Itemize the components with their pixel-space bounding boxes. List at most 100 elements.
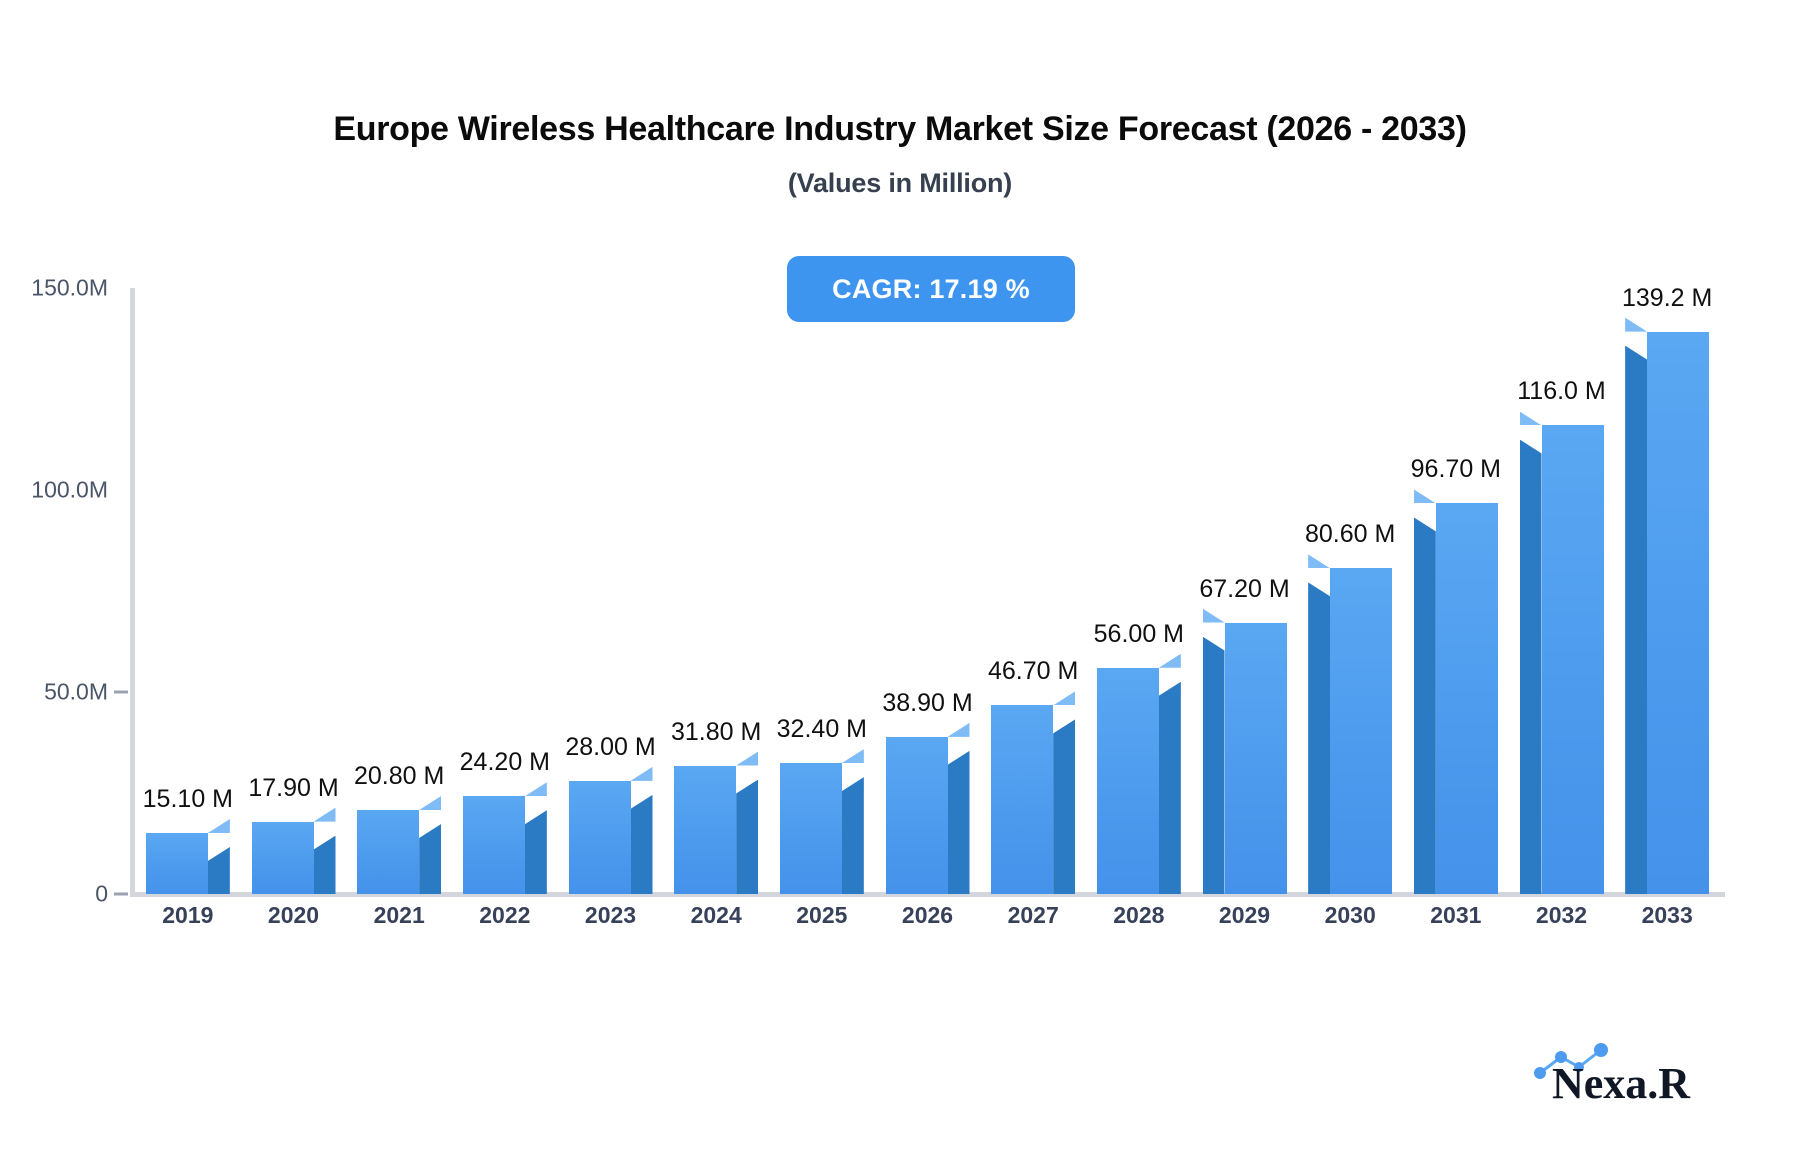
bar-side-face <box>1625 345 1648 894</box>
bar <box>1202 608 1287 894</box>
bar-top-face <box>419 795 442 810</box>
bar-value-label: 116.0 M <box>1517 377 1606 406</box>
bar-top-face <box>630 766 653 781</box>
bar-side-face <box>313 835 336 894</box>
cagr-badge: CAGR: 17.19 % <box>787 256 1075 322</box>
y-tick-mark <box>114 690 128 694</box>
bar-top-face <box>207 818 230 833</box>
bar-side-face <box>736 779 759 894</box>
bar-value-label: 20.80 M <box>353 761 445 790</box>
bar <box>885 722 970 894</box>
bar <box>1308 554 1393 894</box>
bar-value-label: 139.2 M <box>1621 283 1713 312</box>
x-tick-label: 2029 <box>1218 902 1271 928</box>
bar <box>1625 317 1710 894</box>
x-tick-label: 2025 <box>796 902 848 928</box>
bar-side-face <box>1202 636 1225 894</box>
y-axis-line <box>130 288 135 894</box>
bar-top-face <box>1413 489 1436 504</box>
bar-side-face <box>1413 517 1436 894</box>
bar-top-face <box>1202 608 1225 623</box>
bar-side-face <box>630 794 653 894</box>
bar <box>779 749 864 894</box>
y-tick-label: 50.0M <box>44 678 108 705</box>
bar-side-face <box>1519 439 1542 894</box>
y-tick-mark <box>114 892 128 896</box>
x-tick-label: 2022 <box>479 902 531 928</box>
bar-front-face <box>1224 622 1287 894</box>
bar-side-face <box>419 823 442 894</box>
x-tick-label: 2030 <box>1324 902 1376 928</box>
bar-value-label: 46.70 M <box>987 657 1079 686</box>
y-tick-label: 150.0M <box>31 274 108 301</box>
bar-front-face <box>462 796 525 894</box>
bar-front-face <box>674 765 737 894</box>
chart-title: Europe Wireless Healthcare Industry Mark… <box>333 110 1467 148</box>
bar-top-face <box>947 722 970 737</box>
bar <box>251 807 336 894</box>
bar-value-label: 80.60 M <box>1304 520 1396 549</box>
bar-side-face <box>841 777 864 894</box>
bar-front-face <box>779 763 842 894</box>
bar-front-face <box>1541 425 1604 894</box>
bar-front-face <box>1096 667 1159 894</box>
bar-front-face <box>991 705 1054 894</box>
x-tick-label: 2026 <box>901 902 954 928</box>
bar-side-face <box>947 750 970 894</box>
bar-side-face <box>524 810 547 894</box>
bar-value-label: 17.90 M <box>248 773 339 802</box>
bar-front-face <box>1647 331 1710 894</box>
bar-side-face <box>1308 582 1331 894</box>
chart-subtitle: (Values in Million) <box>787 168 1013 198</box>
line-chart-dots-icon <box>1534 1043 1608 1079</box>
bar <box>674 751 759 894</box>
bar-value-label: 96.70 M <box>1410 455 1501 484</box>
bar <box>462 782 547 894</box>
bar-top-face <box>736 751 759 766</box>
x-tick-label: 2028 <box>1113 902 1165 928</box>
bar <box>145 818 230 894</box>
bar-top-face <box>524 782 547 797</box>
x-tick-label: 2033 <box>1641 902 1693 928</box>
bar-front-face <box>1330 568 1393 894</box>
y-tick-label: 0 <box>95 880 108 907</box>
x-tick-label: 2027 <box>1007 902 1059 928</box>
bar <box>991 691 1076 894</box>
bar-value-label: 32.40 M <box>776 715 867 744</box>
bar-top-face <box>1158 653 1181 668</box>
bar-side-face <box>1053 719 1076 894</box>
bar-side-face <box>1158 681 1181 894</box>
bar-value-label: 28.00 M <box>565 732 656 761</box>
bar-top-face <box>841 749 864 764</box>
bar-value-label: 67.20 M <box>1199 574 1290 603</box>
bar-front-face <box>568 780 631 894</box>
x-tick-label: 2023 <box>584 902 637 928</box>
bar-front-face <box>885 736 948 894</box>
brand-logo: Nexa.R <box>1530 1040 1760 1120</box>
bar-value-label: 38.90 M <box>882 688 973 717</box>
bar <box>1519 411 1604 894</box>
bar-front-face <box>1435 503 1498 894</box>
bar-value-label: 56.00 M <box>1093 619 1184 648</box>
bar <box>568 766 653 894</box>
x-axis-line <box>130 892 1725 897</box>
x-tick-label: 2019 <box>162 902 214 928</box>
x-tick-label: 2031 <box>1430 902 1482 928</box>
y-tick-label: 100.0M <box>31 476 108 503</box>
bar-front-face <box>357 809 420 894</box>
bar-value-label: 31.80 M <box>670 717 762 746</box>
bar-front-face <box>251 821 314 894</box>
bar-top-face <box>1053 691 1076 706</box>
bar-top-face <box>1519 411 1542 426</box>
bar-top-face <box>313 807 336 822</box>
bar-front-face <box>145 832 208 894</box>
x-tick-label: 2021 <box>373 902 425 928</box>
x-tick-label: 2032 <box>1535 902 1588 928</box>
x-tick-label: 2020 <box>267 902 320 928</box>
x-tick-label: 2024 <box>690 902 742 928</box>
bar <box>1096 653 1181 894</box>
bar-top-face <box>1625 317 1648 332</box>
bar-value-label: 24.20 M <box>459 748 550 777</box>
